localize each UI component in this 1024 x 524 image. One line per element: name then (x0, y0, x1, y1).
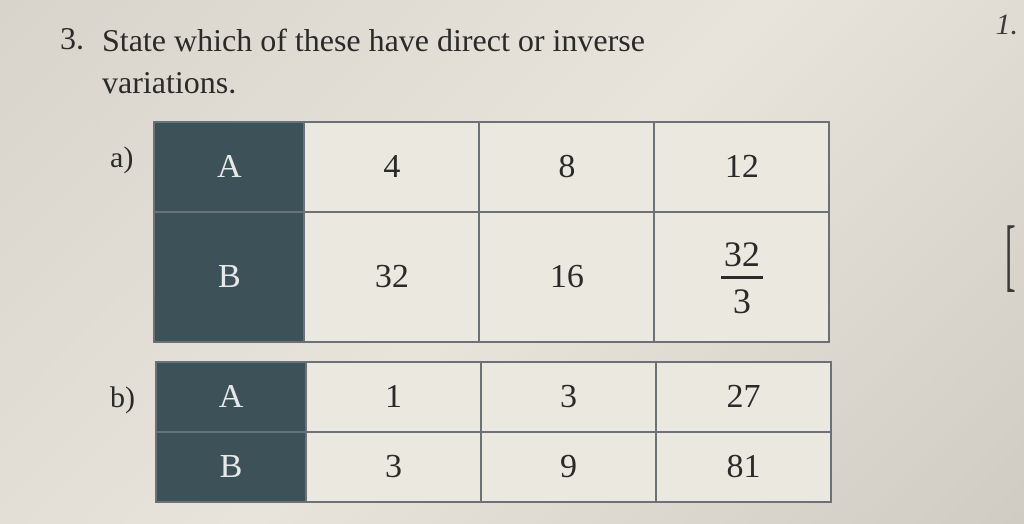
part-b-container: b) A 1 3 27 B 3 9 81 (40, 361, 984, 503)
table-row: A 4 8 12 (154, 122, 829, 212)
fraction: 32 3 (712, 234, 772, 321)
part-b-label: b) (110, 381, 135, 415)
question-text-wrap: State which of these have direct or inve… (102, 20, 645, 103)
cell: 1 (306, 362, 481, 432)
cell: 9 (481, 432, 656, 502)
fraction-denominator: 3 (721, 276, 763, 321)
table-row: B 32 16 32 3 (154, 212, 829, 342)
cell-fraction: 32 3 (654, 212, 829, 342)
cell: 8 (479, 122, 654, 212)
question-number: 3. (60, 20, 84, 57)
part-a-label: a) (110, 141, 133, 175)
cell: 16 (479, 212, 654, 342)
cell: 3 (306, 432, 481, 502)
cell: 3 (481, 362, 656, 432)
question-text-line1: State which of these have direct or inve… (102, 20, 645, 62)
row-header-b: B (154, 212, 304, 342)
row-header-b: B (156, 432, 306, 502)
cell: 32 (304, 212, 479, 342)
row-header-a: A (154, 122, 304, 212)
table-row: B 3 9 81 (156, 432, 831, 502)
question-text-line2: variations. (102, 62, 645, 104)
part-b-table: A 1 3 27 B 3 9 81 (155, 361, 832, 503)
fraction-numerator: 32 (712, 234, 772, 276)
cell: 81 (656, 432, 831, 502)
table-row: A 1 3 27 (156, 362, 831, 432)
cell: 27 (656, 362, 831, 432)
edge-page-mark: 1. (996, 8, 1019, 42)
row-header-a: A (156, 362, 306, 432)
cell: 4 (304, 122, 479, 212)
edge-bracket: [ (1005, 210, 1016, 301)
cell: 12 (654, 122, 829, 212)
part-a-table: A 4 8 12 B 32 16 32 3 (153, 121, 830, 343)
part-a-container: a) A 4 8 12 B 32 16 32 3 (40, 121, 984, 343)
question-header: 3. State which of these have direct or i… (40, 20, 984, 103)
